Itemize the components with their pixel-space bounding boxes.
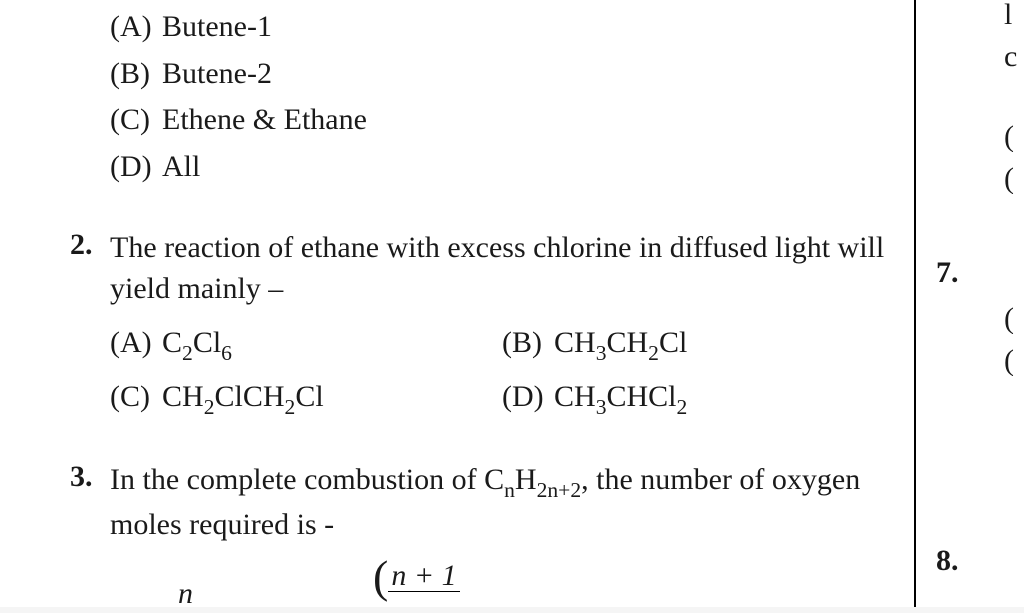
option-label: (B)	[502, 320, 554, 365]
option-text: Ethene & Ethane	[162, 97, 367, 144]
option-row: (B) Butene-2	[110, 51, 894, 98]
question-body: In the complete combustion of CnH2n+2, t…	[110, 460, 894, 555]
fraction-numerator: n + 1	[388, 562, 459, 593]
option-label: (D)	[502, 374, 554, 419]
question-number: 2.	[70, 228, 110, 422]
question-text: The reaction of ethane with excess chlor…	[110, 228, 894, 310]
option-text: All	[162, 144, 200, 191]
option-c: (C) CH2ClCH2Cl	[110, 374, 502, 422]
q2-option-grid: (A) C2Cl6 (B) CH3CH2Cl (C) CH2ClCH2Cl (D…	[110, 320, 894, 423]
q1-options: (A) Butene-1 (B) Butene-2 (C) Ethene & E…	[110, 4, 894, 190]
option-text: Butene-2	[162, 51, 272, 98]
question-2: 2. The reaction of ethane with excess ch…	[110, 228, 894, 422]
option-label: (B)	[110, 51, 162, 98]
fraction-partial: ( n + 1	[373, 562, 460, 613]
option-b: (B) CH3CH2Cl	[502, 320, 894, 368]
question-number-8: 8.	[936, 544, 1024, 578]
chemical-formula: CH3CH2Cl	[554, 320, 687, 368]
option-label: (C)	[110, 374, 162, 419]
option-row: (D) All	[110, 144, 894, 191]
chemical-formula: CnH2n+2	[484, 463, 581, 496]
option-text: Butene-1	[162, 4, 272, 51]
option-label: (D)	[110, 144, 162, 191]
question-body: The reaction of ethane with excess chlor…	[110, 228, 894, 422]
page: (A) Butene-1 (B) Butene-2 (C) Ethene & E…	[0, 0, 1024, 607]
cropped-edge-text: l c ( ( ( (	[1004, 0, 1024, 388]
question-number: 3.	[70, 460, 110, 555]
left-paren-icon: (	[373, 556, 388, 597]
chemical-formula: C2Cl6	[162, 320, 232, 368]
chemical-formula: CH3CHCl2	[554, 374, 687, 422]
option-label: (C)	[110, 97, 162, 144]
q3-partial-options: n ( n + 1	[70, 556, 894, 613]
option-label: (A)	[110, 320, 162, 365]
question-text: In the complete combustion of CnH2n+2, t…	[110, 460, 894, 545]
question-3: 3. In the complete combustion of CnH2n+2…	[110, 460, 894, 555]
left-column: (A) Butene-1 (B) Butene-2 (C) Ethene & E…	[0, 0, 914, 607]
option-label: (A)	[110, 4, 162, 51]
option-a: (A) C2Cl6	[110, 320, 502, 368]
chemical-formula: CH2ClCH2Cl	[162, 374, 324, 422]
option-row: (A) Butene-1	[110, 4, 894, 51]
option-row: (C) Ethene & Ethane	[110, 97, 894, 144]
option-d: (D) CH3CHCl2	[502, 374, 894, 422]
